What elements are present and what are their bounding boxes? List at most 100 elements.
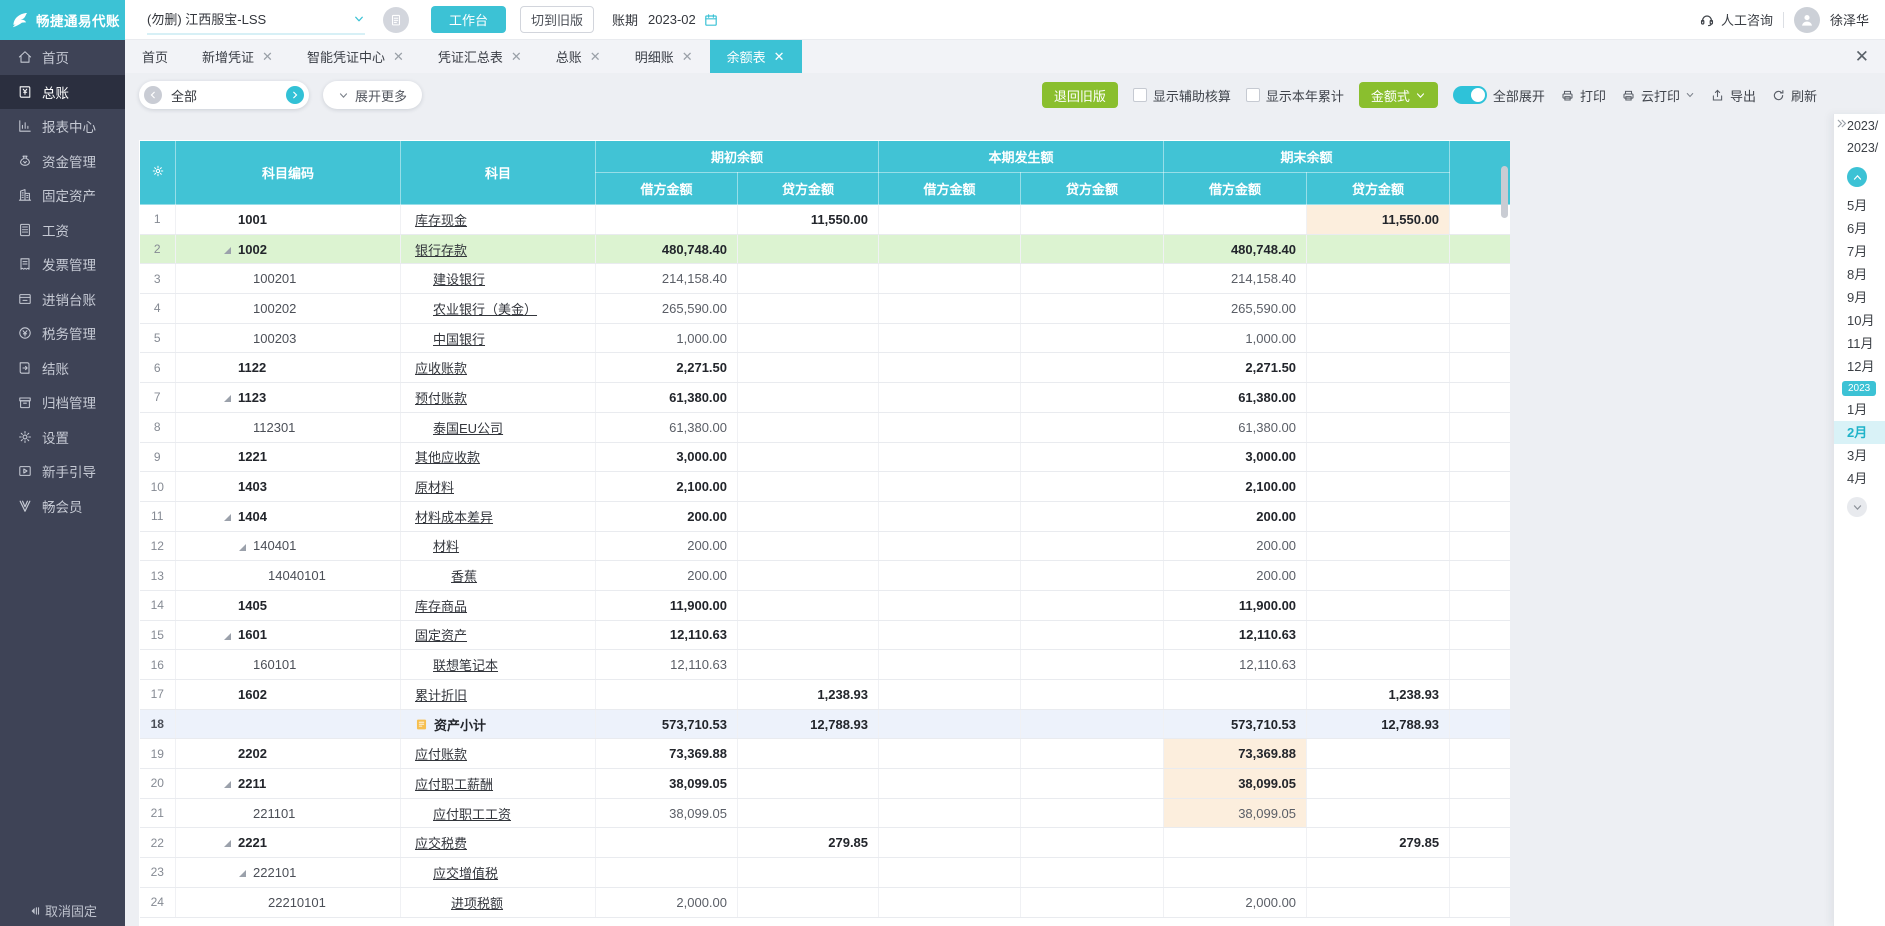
month-item[interactable]: 4月 — [1847, 471, 1868, 486]
month-item[interactable]: 11月 — [1847, 336, 1874, 351]
table-row[interactable]: 17 1602 累计折旧 1,238.93 1,238.93 — [139, 679, 1510, 710]
table-row[interactable]: 13 14040101 香蕉 200.00 200.00 — [139, 560, 1510, 591]
month-item[interactable]: 5月 — [1847, 198, 1868, 213]
period-date-link[interactable]: 2023/ — [1847, 119, 1879, 133]
back-to-old-version-button[interactable]: 退回旧版 — [1041, 82, 1118, 108]
tab-new-voucher[interactable]: 新增凭证 ✕ — [185, 40, 290, 73]
month-item[interactable]: 7月 — [1847, 244, 1868, 259]
account-link[interactable]: 建设银行 — [433, 272, 486, 288]
table-row[interactable]: 4 100202 农业银行（美金） 265,590.00 265,590.00 — [139, 293, 1510, 324]
sidebar-item-archive-management[interactable]: 归档管理 — [0, 385, 125, 420]
calendar-icon[interactable] — [703, 12, 719, 28]
month-item[interactable]: 1月 — [1847, 402, 1868, 417]
sidebar-item-vip-member[interactable]: 畅会员 — [0, 489, 125, 524]
range-prev-button[interactable] — [144, 86, 162, 104]
account-link[interactable]: 应交税费 — [415, 836, 468, 852]
show-auxiliary-checkbox[interactable]: 显示辅助核算 — [1132, 86, 1231, 105]
table-row[interactable]: 9 1221 其他应收款 3,000.00 3,000.00 — [139, 442, 1510, 473]
expand-collapse-icon[interactable] — [224, 840, 231, 848]
table-row[interactable]: 21 221101 应付职工工资 38,099.05 38,099.05 — [139, 798, 1510, 829]
expand-all-toggle[interactable]: 全部展开 — [1452, 86, 1545, 105]
table-row[interactable]: 22 2221 应交税费 279.85 279.85 — [139, 827, 1510, 859]
account-link[interactable]: 材料成本差异 — [415, 509, 494, 525]
unpin-sidebar-button[interactable]: 取消固定 — [0, 901, 125, 920]
account-link[interactable]: 银行存款 — [415, 242, 468, 258]
tab-detail-ledger[interactable]: 明细账 ✕ — [618, 40, 710, 73]
period-date-link[interactable]: 2023/ — [1847, 141, 1879, 155]
account-link[interactable]: 中国银行 — [433, 331, 486, 347]
table-row[interactable]: 20 2211 应付职工薪酬 38,099.05 38,099.05 — [139, 768, 1510, 799]
month-item[interactable]: 10月 — [1847, 313, 1875, 328]
table-scrollbar[interactable] — [1501, 166, 1508, 218]
close-tab-icon[interactable]: ✕ — [262, 49, 273, 64]
account-link[interactable]: 香蕉 — [451, 569, 478, 585]
print-button[interactable]: 打印 — [1560, 86, 1606, 105]
table-row[interactable]: 1 1001 库存现金 11,550.00 11,550.00 — [139, 204, 1510, 235]
company-select[interactable]: (勿删) 江西服宝-LSS — [147, 5, 365, 35]
table-row[interactable]: 24 22210101 进项税额 2,000.00 2,000.00 — [139, 887, 1510, 918]
month-item[interactable]: 2月 — [1834, 421, 1885, 444]
cloud-print-dropdown[interactable]: 云打印 — [1621, 86, 1695, 105]
sidebar-item-invoice-management[interactable]: 发票管理 — [0, 247, 125, 282]
table-row[interactable]: 7 1123 预付账款 61,380.00 61,380.00 — [139, 382, 1510, 413]
account-link[interactable]: 材料 — [433, 539, 460, 555]
table-row[interactable]: 10 1403 原材料 2,100.00 2,100.00 — [139, 471, 1510, 502]
amount-style-dropdown[interactable]: 金额式 — [1358, 82, 1438, 108]
sidebar-item-general-ledger[interactable]: 总账 — [0, 74, 125, 109]
expand-more-button[interactable]: 展开更多 — [323, 81, 423, 109]
sidebar-item-tax-management[interactable]: 税务管理 — [0, 316, 125, 351]
show-ytd-checkbox[interactable]: 显示本年累计 — [1245, 86, 1344, 105]
sidebar-item-report-center[interactable]: 报表中心 — [0, 109, 125, 144]
sidebar-item-beginner-guide[interactable]: 新手引导 — [0, 454, 125, 489]
refresh-button[interactable]: 刷新 — [1771, 86, 1817, 105]
table-row[interactable]: 19 2202 应付账款 73,369.88 73,369.88 — [139, 738, 1510, 770]
close-tab-icon[interactable]: ✕ — [681, 49, 693, 64]
table-row[interactable]: 12 140401 材料 200.00 200.00 — [139, 531, 1510, 562]
tab-smart-voucher-center[interactable]: 智能凭证中心 ✕ — [290, 40, 421, 73]
support-button[interactable]: 人工咨询 — [1699, 10, 1773, 29]
tab-voucher-summary[interactable]: 凭证汇总表 ✕ — [421, 40, 539, 73]
workbench-button[interactable]: 工作台 — [431, 6, 507, 33]
account-link[interactable]: 应交增值税 — [433, 865, 499, 881]
expand-collapse-icon[interactable] — [239, 543, 246, 551]
account-link[interactable]: 累计折旧 — [415, 687, 468, 703]
account-link[interactable]: 农业银行（美金） — [433, 301, 538, 317]
account-link[interactable]: 应付职工工资 — [433, 806, 512, 822]
close-tab-icon[interactable]: ✕ — [589, 49, 601, 64]
close-tab-icon[interactable]: ✕ — [510, 49, 522, 64]
sidebar-item-purchase-sale-ledger[interactable]: 进销台账 — [0, 282, 125, 317]
table-row[interactable]: 18 资产小计 573,710.53 12,788.93 573,710.53 12,78… — [139, 709, 1510, 740]
range-next-button[interactable] — [286, 86, 304, 104]
account-link[interactable]: 库存现金 — [415, 212, 468, 228]
table-row[interactable]: 15 1601 固定资产 12,110.63 12,110.63 — [139, 620, 1510, 651]
username[interactable]: 徐泽华 — [1829, 13, 1869, 28]
sidebar-item-settings[interactable]: 设置 — [0, 420, 125, 455]
expand-collapse-icon[interactable] — [224, 246, 231, 254]
sidebar-item-home[interactable]: 首页 — [0, 40, 125, 75]
expand-collapse-icon[interactable] — [224, 513, 231, 521]
account-link[interactable]: 泰国EU公司 — [433, 420, 504, 436]
table-row[interactable]: 14 1405 库存商品 11,900.00 11,900.00 — [139, 590, 1510, 621]
account-link[interactable]: 应付职工薪酬 — [415, 776, 494, 792]
tab-general-ledger[interactable]: 总账 ✕ — [539, 40, 618, 73]
switch-old-version-button[interactable]: 切到旧版 — [520, 6, 595, 33]
month-item[interactable]: 8月 — [1847, 267, 1868, 282]
table-row[interactable]: 11 1404 材料成本差异 200.00 200.00 — [139, 501, 1510, 532]
table-row[interactable]: 5 100203 中国银行 1,000.00 1,000.00 — [139, 323, 1510, 354]
table-row[interactable]: 16 160101 联想笔记本 12,110.63 12,110.63 — [139, 649, 1510, 680]
expand-collapse-icon[interactable] — [239, 870, 246, 878]
tab-balance-sheet[interactable]: 余额表 ✕ — [709, 40, 802, 73]
expand-collapse-icon[interactable] — [224, 781, 231, 789]
account-range-selector[interactable]: 全部 — [139, 81, 309, 109]
close-tab-icon[interactable]: ✕ — [392, 49, 404, 64]
account-link[interactable]: 联想笔记本 — [433, 658, 499, 674]
sidebar-item-salary[interactable]: 工资 — [0, 213, 125, 248]
sidebar-item-fund-management[interactable]: 资金管理 — [0, 144, 125, 179]
table-row[interactable]: 23 222101 应交增值税 — [139, 857, 1510, 888]
close-tab-icon[interactable]: ✕ — [773, 49, 785, 64]
sidebar-item-fixed-assets[interactable]: 固定资产 — [0, 178, 125, 213]
table-row[interactable]: 6 1122 应收账款 2,271.50 2,271.50 — [139, 352, 1510, 384]
table-row[interactable]: 2 1002 银行存款 480,748.40 480,748.40 — [139, 234, 1510, 265]
tab-home[interactable]: 首页 — [125, 40, 185, 73]
month-item[interactable]: 12月 — [1847, 359, 1875, 374]
